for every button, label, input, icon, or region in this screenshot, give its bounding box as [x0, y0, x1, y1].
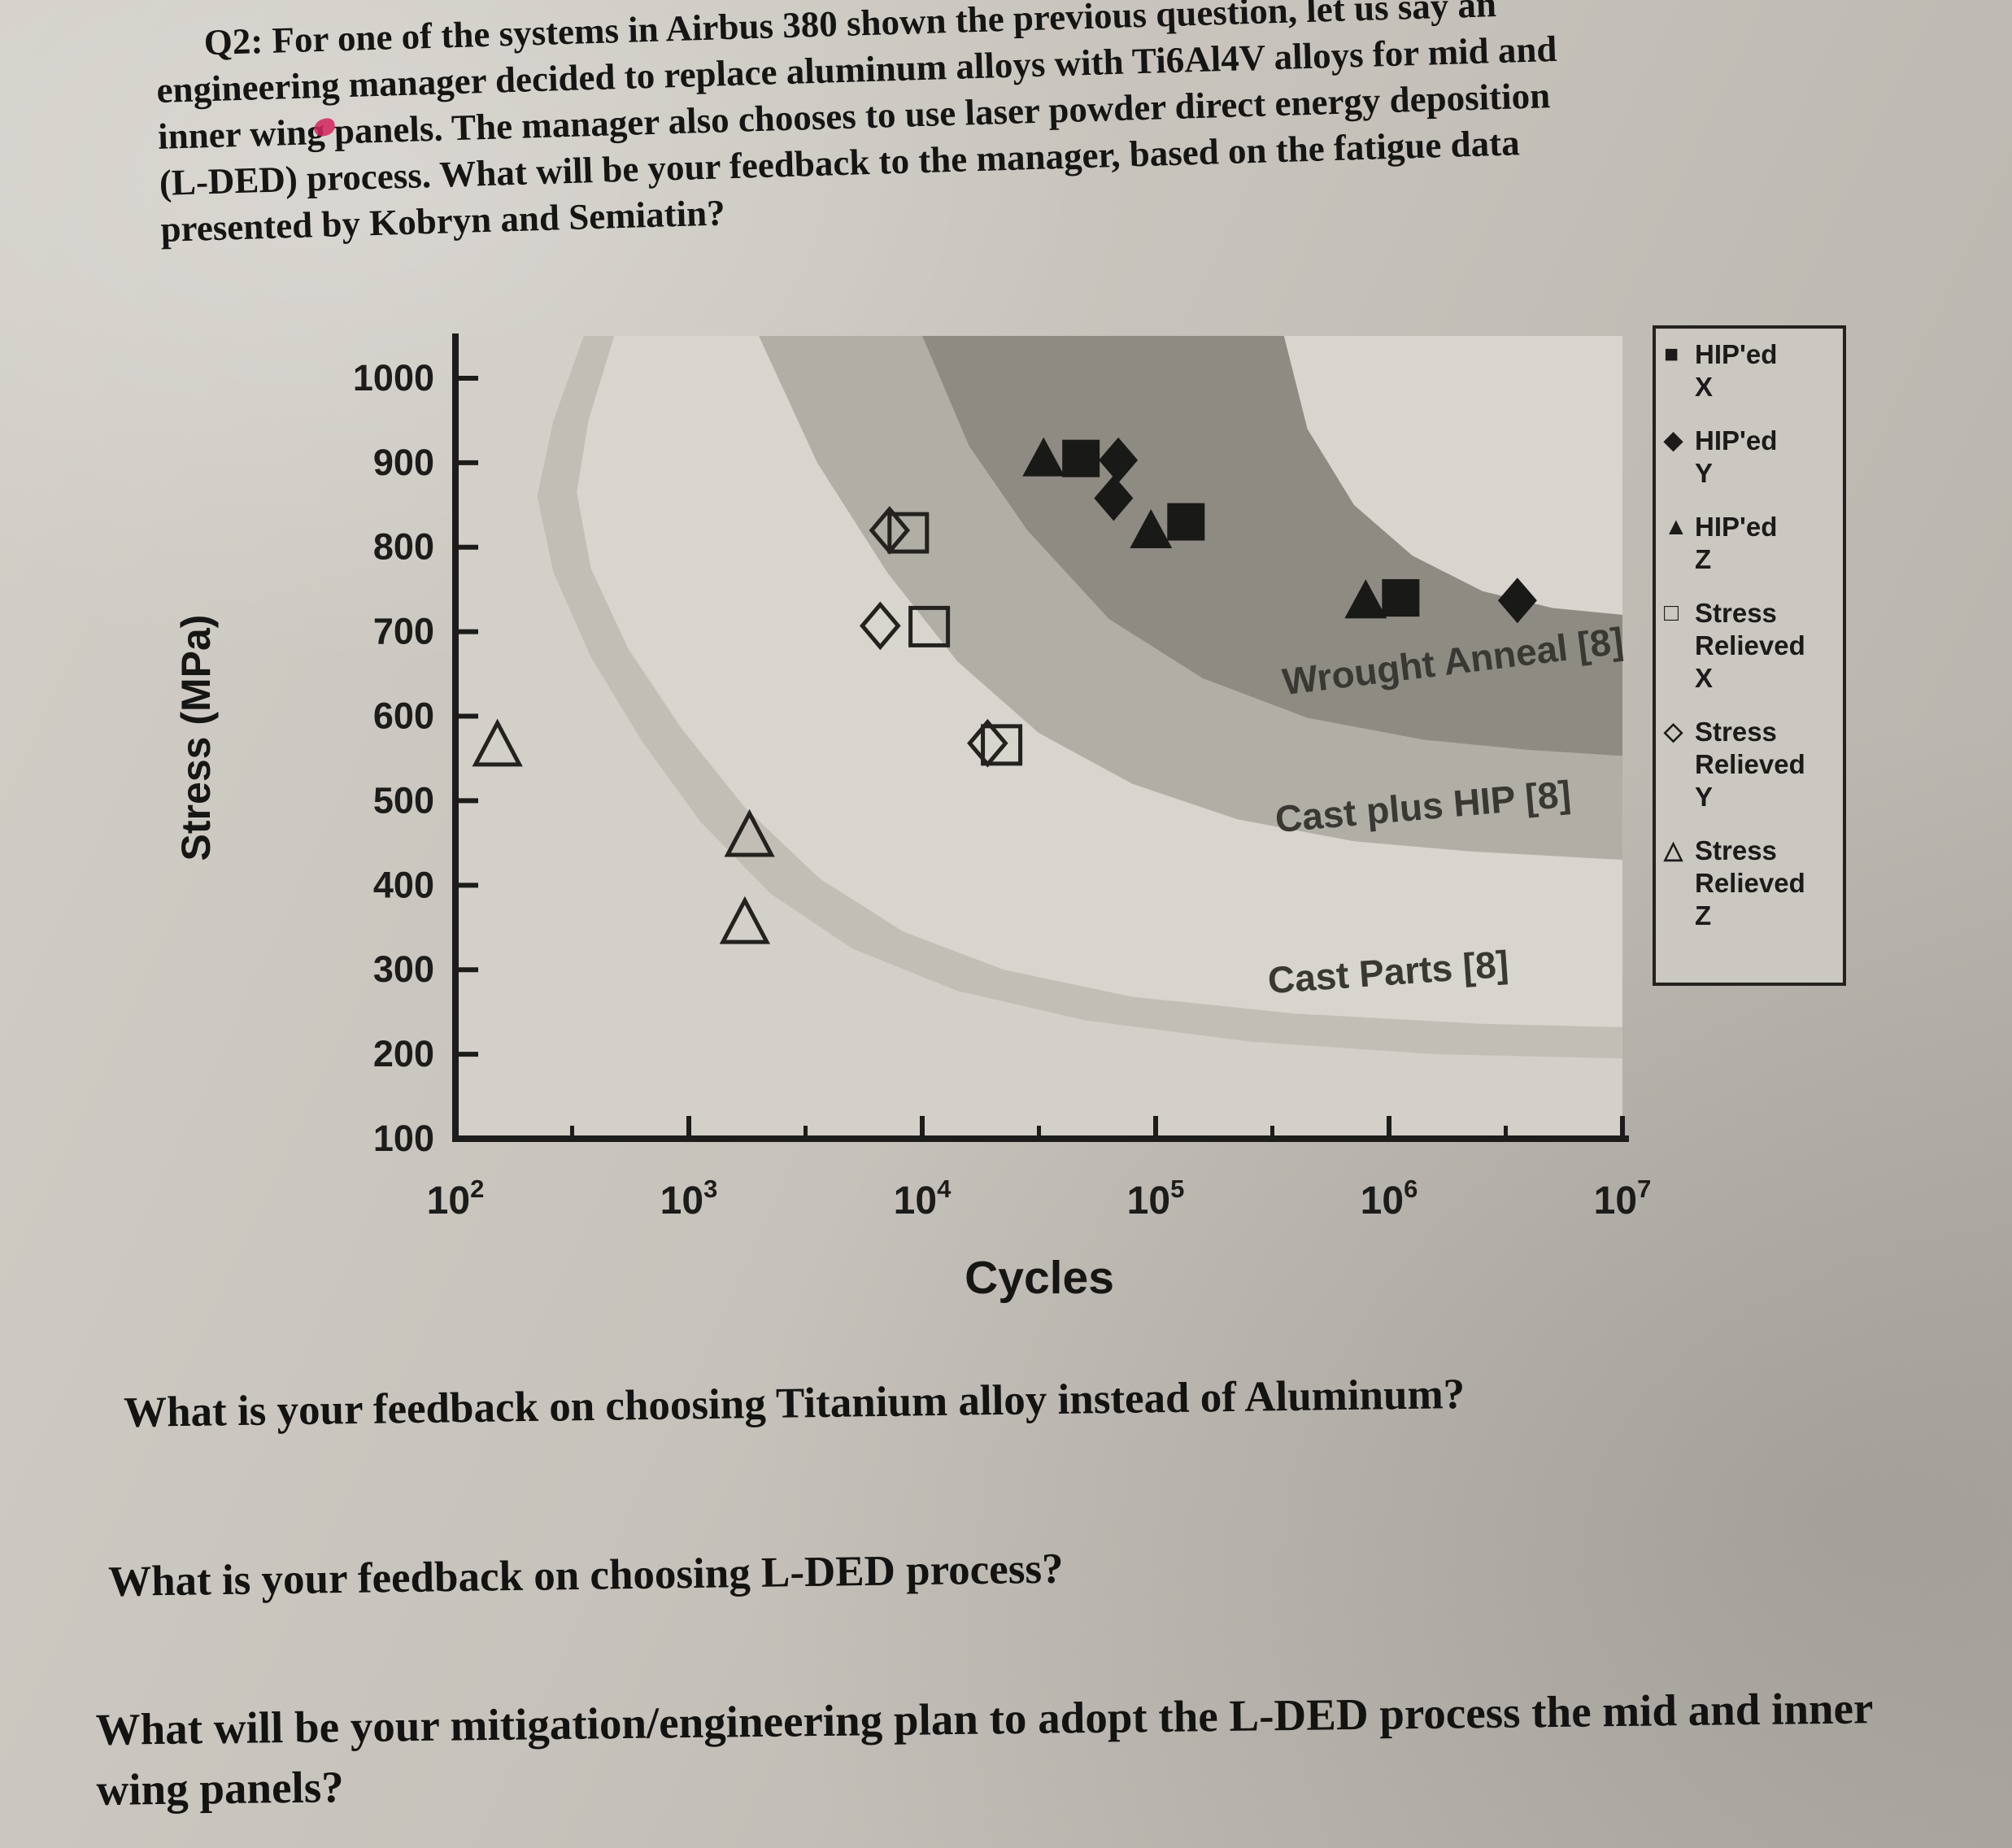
band-cast-plus-hip	[759, 336, 1622, 861]
legend-label: HIP'ed Y	[1695, 425, 1778, 488]
series-open-triangle	[472, 718, 775, 944]
legend-label: Stress Relieved Z	[1695, 835, 1805, 931]
legend-item-open-square: □ Stress Relieved X	[1664, 597, 1836, 695]
y-tick-label: 400	[373, 864, 434, 905]
y-tick-label: 1000	[353, 357, 434, 399]
question-mitigation-plan: What will be your mitigation/engineering…	[95, 1683, 1873, 1815]
legend-item-filled-triangle: ▲ HIP'ed Z	[1664, 511, 1836, 576]
y-tick-label: 700	[373, 611, 434, 652]
x-axis-title: Cycles	[965, 1252, 1114, 1304]
y-tick-label: 100	[373, 1118, 434, 1159]
filled-triangle-icon: ▲	[1664, 513, 1688, 540]
filled-square-icon: ■	[1664, 341, 1679, 368]
series-open-diamond	[860, 506, 1008, 768]
series-filled-diamond	[1094, 437, 1537, 624]
legend-label: HIP'ed Z	[1695, 512, 1778, 574]
open-diamond-icon: ◇	[1664, 718, 1683, 745]
y-tick-label: 800	[373, 526, 434, 568]
legend-item-filled-diamond: ◆ HIP'ed Y	[1664, 425, 1836, 490]
legend-label: HIP'ed X	[1695, 339, 1778, 402]
y-tick-label: 600	[373, 695, 434, 737]
y-tick-label: 200	[373, 1033, 434, 1074]
x-tick-label: 107	[1594, 1175, 1652, 1223]
y-tick-label: 500	[373, 779, 434, 821]
y-tick-label: 300	[373, 948, 434, 990]
legend-label: Stress Relieved X	[1695, 598, 1805, 693]
x-tick-label: 105	[1127, 1175, 1185, 1223]
series-filled-square	[1062, 439, 1420, 617]
filled-diamond-icon: ◆	[1664, 427, 1683, 454]
legend-label: Stress Relieved Y	[1695, 717, 1805, 812]
open-triangle-icon: △	[1664, 837, 1683, 864]
y-axis-title: Stress (MPa)	[173, 615, 219, 861]
legend-item-open-diamond: ◇ Stress Relieved Y	[1664, 716, 1836, 813]
series-filled-triangle	[1022, 437, 1387, 619]
x-tick-label: 104	[894, 1175, 952, 1223]
series-open-square	[887, 512, 1023, 766]
legend-item-open-triangle: △ Stress Relieved Z	[1664, 835, 1836, 932]
y-tick-label: 900	[373, 442, 434, 483]
chart-legend: ■ HIP'ed X ◆ HIP'ed Y ▲ HIP'ed Z □ Stress Relieved X…	[1653, 325, 1846, 986]
x-tick-label: 102	[427, 1175, 485, 1223]
legend-item-filled-square: ■ HIP'ed X	[1664, 338, 1836, 403]
x-tick-label: 103	[660, 1175, 718, 1223]
x-tick-label: 106	[1361, 1175, 1418, 1223]
open-square-icon: □	[1664, 599, 1679, 626]
